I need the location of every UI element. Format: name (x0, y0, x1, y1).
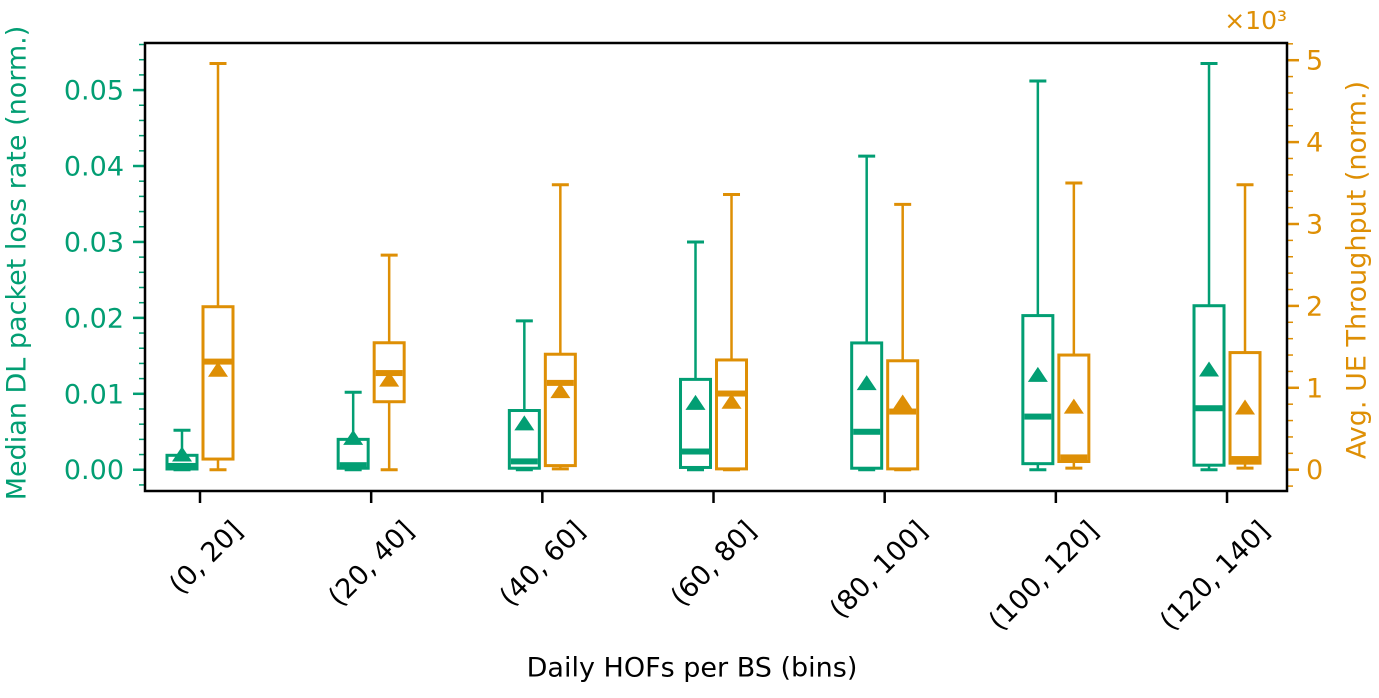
series-left (165, 62, 1226, 472)
iqr-box (1228, 351, 1262, 465)
iqr-box (201, 305, 235, 461)
mean-marker (1199, 361, 1220, 377)
median-line (339, 462, 367, 469)
iqr-box (715, 358, 749, 471)
x-tick-label: (40, 60] (494, 515, 592, 613)
median-line (889, 408, 917, 415)
median-line (682, 448, 710, 455)
x-axis-title: Daily HOFs per BS (bins) (526, 652, 858, 684)
mean-marker (1027, 366, 1048, 382)
median-line (168, 462, 196, 469)
mean-marker (1235, 399, 1256, 415)
median-line (204, 358, 232, 365)
y-left-tick-label: 0.03 (64, 227, 124, 258)
iqr-box (1192, 304, 1226, 467)
left-axis-title: Median DL packet loss rate (norm.) (1, 25, 33, 501)
median-line (1231, 456, 1259, 463)
mean-marker (208, 361, 228, 377)
mean-marker (892, 394, 913, 410)
right-axis-offset-text: ×10³ (1224, 6, 1287, 35)
y-left-tick-label: 0.05 (64, 76, 124, 107)
series-right (201, 61, 1262, 472)
plot-frame (143, 41, 1289, 493)
mean-marker (514, 415, 535, 431)
mean-marker (172, 446, 192, 462)
mean-marker (856, 375, 877, 391)
iqr-box (886, 359, 920, 471)
x-tick-label: (120, 140] (1154, 515, 1276, 637)
mean-marker (343, 429, 364, 445)
y-left-tick-label: 0.00 (64, 455, 124, 486)
median-line (546, 379, 574, 386)
mean-marker (1063, 398, 1084, 414)
mean-marker (721, 393, 742, 409)
median-line (718, 390, 746, 397)
median-line (1060, 454, 1088, 461)
x-tick-label: (20, 40] (323, 515, 421, 613)
y-right-tick-label: 4 (1306, 128, 1323, 159)
y-right-tick-label: 2 (1306, 291, 1323, 322)
x-tick-label: (80, 100] (824, 515, 934, 625)
y-left-tick-label: 0.04 (64, 152, 124, 183)
iqr-box (1021, 314, 1055, 466)
x-tick-label: (0, 20] (164, 515, 249, 600)
y-right-tick-label: 5 (1306, 46, 1323, 77)
iqr-box (543, 352, 577, 468)
x-tick-label: (60, 80] (665, 515, 763, 613)
median-line (1195, 405, 1223, 412)
x-tick-label: (100, 120] (983, 515, 1105, 637)
mean-marker (685, 394, 706, 410)
y-right-tick-label: 3 (1306, 210, 1323, 241)
y-left-tick-label: 0.02 (64, 303, 124, 334)
y-right-tick-label: 0 (1306, 455, 1323, 486)
y-left-tick-label: 0.01 (64, 379, 124, 410)
median-line (1024, 413, 1052, 420)
median-line (510, 458, 538, 465)
iqr-box (850, 341, 884, 470)
mean-marker (379, 371, 400, 387)
right-axis-title: Avg. UE Throughput (norm.) (1341, 80, 1373, 460)
y-right-tick-label: 1 (1306, 373, 1323, 404)
mean-marker (550, 383, 571, 399)
median-line (853, 428, 881, 435)
